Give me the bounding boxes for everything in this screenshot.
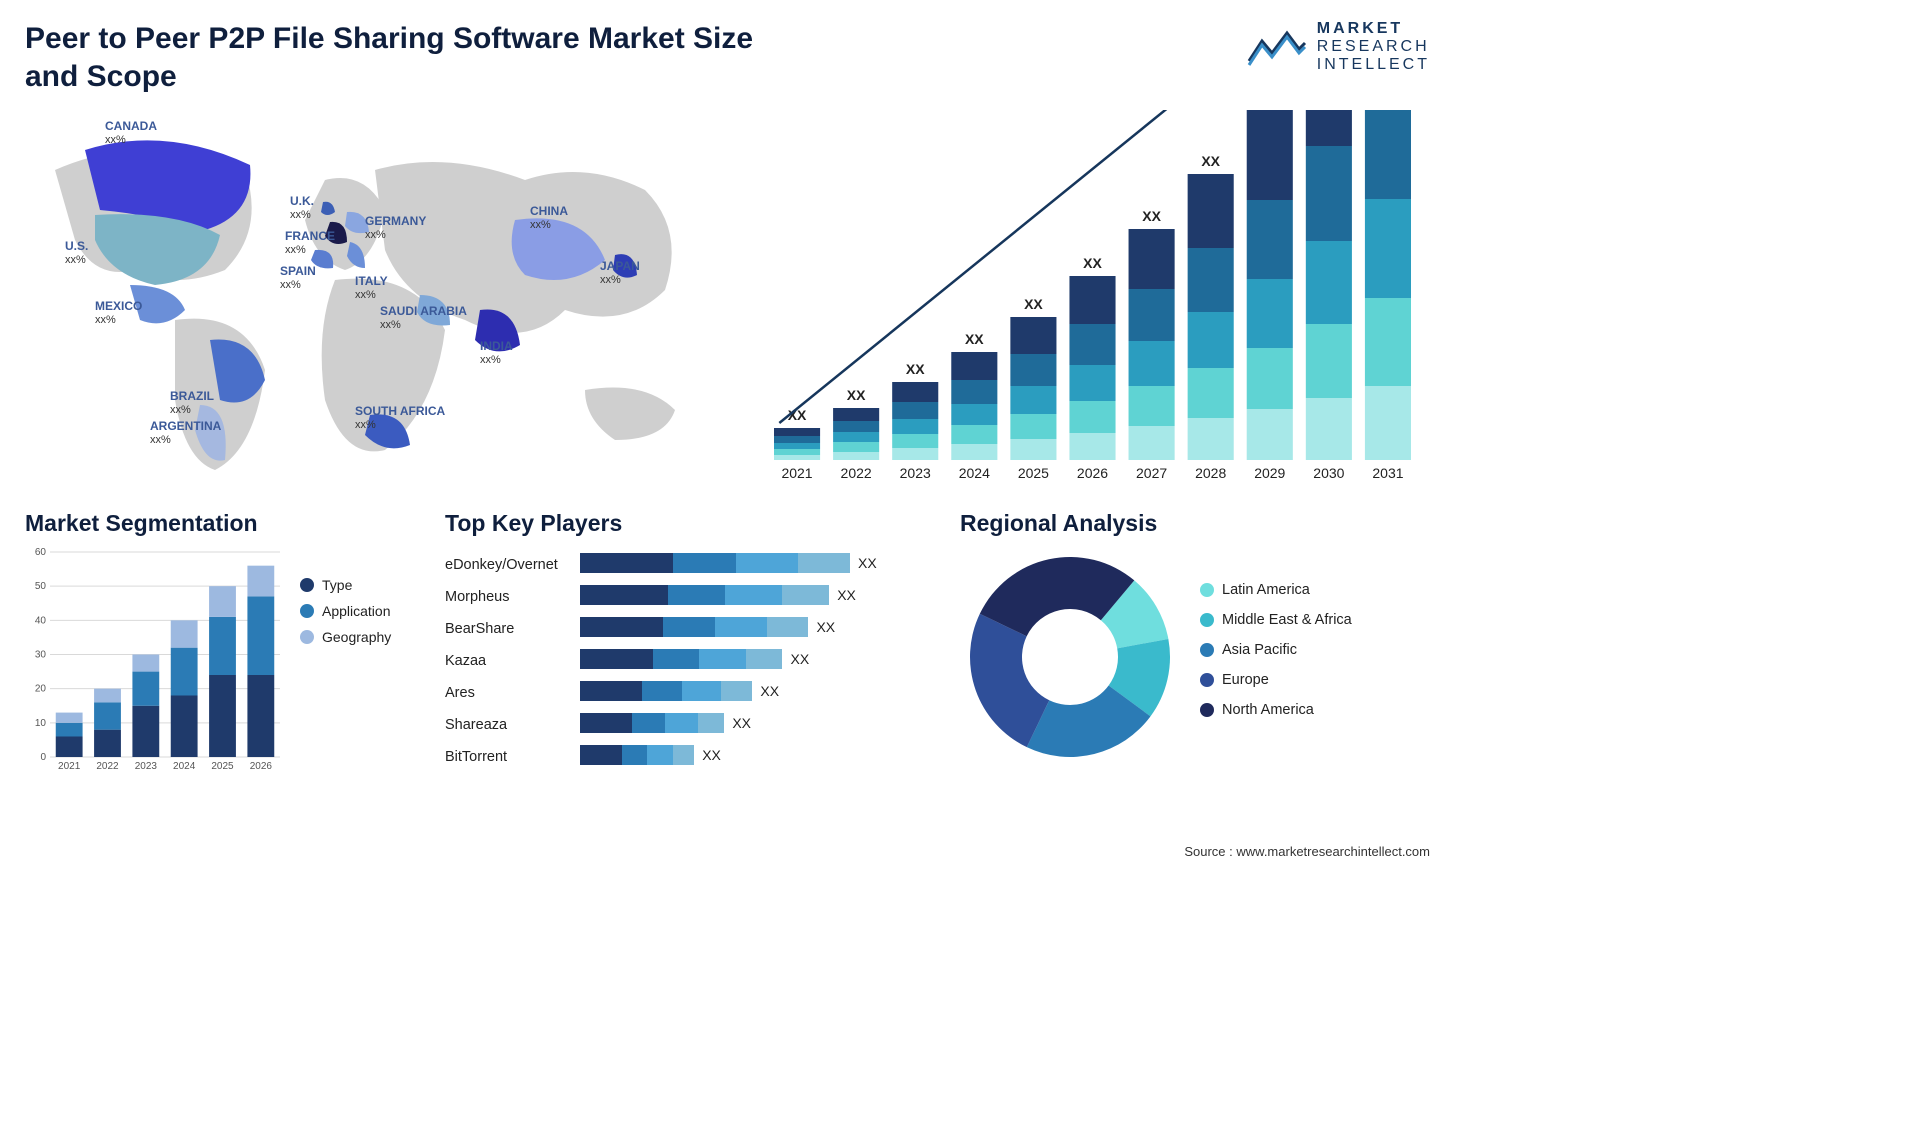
svg-text:20: 20	[35, 684, 47, 695]
logo-icon	[1247, 27, 1307, 67]
svg-text:XX: XX	[1142, 208, 1161, 224]
svg-text:2031: 2031	[1372, 465, 1403, 481]
key-player-name: Kazaa	[445, 645, 575, 677]
forecast-bar-chart: XX 2021 XX 2022 XX 2023 XX 2024 XX 2025 XX 2026 XX 20…	[745, 110, 1430, 490]
segmentation-chart: 0 10 20 30 40 50 60 2021 2022 2023 2024 2025 2026	[25, 547, 285, 777]
country-label-italy: ITALYxx%	[355, 275, 388, 301]
seg-legend-geography: Geography	[300, 629, 391, 645]
logo-line3: INTELLECT	[1317, 56, 1430, 74]
world-map: CANADAxx% U.S.xx% MEXICOxx% BRAZILxx% ARGENT…	[25, 110, 725, 490]
svg-text:2025: 2025	[211, 761, 234, 772]
country-label-france: FRANCExx%	[285, 230, 335, 256]
country-label-spain: SPAINxx%	[280, 265, 316, 291]
svg-text:2024: 2024	[173, 761, 196, 772]
svg-text:2030: 2030	[1313, 465, 1344, 481]
brand-logo: MARKET RESEARCH INTELLECT	[1247, 20, 1430, 74]
svg-text:XX: XX	[906, 361, 925, 377]
country-label-china: CHINAxx%	[530, 205, 568, 231]
seg-legend-type: Type	[300, 577, 391, 593]
region-legend-item: North America	[1200, 702, 1420, 718]
svg-text:50: 50	[35, 581, 47, 592]
svg-text:XX: XX	[1024, 296, 1043, 312]
key-player-bar: XX	[580, 739, 935, 771]
svg-text:XX: XX	[1201, 153, 1220, 169]
seg-legend-application: Application	[300, 603, 391, 619]
svg-text:30: 30	[35, 650, 47, 661]
svg-text:40: 40	[35, 615, 47, 626]
regional-donut	[960, 547, 1180, 767]
page-title: Peer to Peer P2P File Sharing Software M…	[25, 20, 785, 95]
key-player-name: eDonkey/Overnet	[445, 549, 575, 581]
country-label-saudiarabia: SAUDI ARABIAxx%	[380, 305, 467, 331]
svg-text:2024: 2024	[959, 465, 990, 481]
svg-text:2028: 2028	[1195, 465, 1226, 481]
key-player-name: Morpheus	[445, 581, 575, 613]
key-player-bar: XX	[580, 611, 935, 643]
country-label-uk: U.K.xx%	[290, 195, 314, 221]
svg-text:10: 10	[35, 718, 47, 729]
segmentation-legend: Type Application Geography	[300, 577, 391, 777]
key-player-bar: XX	[580, 675, 935, 707]
svg-text:2029: 2029	[1254, 465, 1285, 481]
regional-legend: Latin America Middle East & Africa Asia Pa…	[1200, 582, 1420, 732]
svg-text:2026: 2026	[1077, 465, 1108, 481]
source-footer: Source : www.marketresearchintellect.com	[1184, 844, 1430, 859]
logo-line2: RESEARCH	[1317, 38, 1430, 56]
country-label-southafrica: SOUTH AFRICAxx%	[355, 405, 445, 431]
region-legend-item: Europe	[1200, 672, 1420, 688]
logo-line1: MARKET	[1317, 20, 1430, 38]
key-players-bars: XXXXXXXXXXXXXX	[580, 547, 935, 773]
country-label-mexico: MEXICOxx%	[95, 300, 142, 326]
regional-title: Regional Analysis	[960, 510, 1420, 537]
key-player-bar: XX	[580, 579, 935, 611]
svg-text:2027: 2027	[1136, 465, 1167, 481]
svg-text:2021: 2021	[781, 465, 812, 481]
key-player-bar: XX	[580, 547, 935, 579]
country-label-japan: JAPANxx%	[600, 260, 640, 286]
key-players-names: eDonkey/OvernetMorpheusBearShareKazaaAre…	[445, 547, 575, 773]
region-legend-item: Middle East & Africa	[1200, 612, 1420, 628]
country-label-argentina: ARGENTINAxx%	[150, 420, 221, 446]
svg-text:2022: 2022	[96, 761, 119, 772]
key-player-bar: XX	[580, 643, 935, 675]
svg-text:XX: XX	[965, 331, 984, 347]
region-legend-item: Latin America	[1200, 582, 1420, 598]
svg-text:2023: 2023	[900, 465, 931, 481]
svg-text:XX: XX	[1083, 255, 1102, 271]
key-player-name: Ares	[445, 677, 575, 709]
country-label-canada: CANADAxx%	[105, 120, 157, 146]
svg-text:XX: XX	[847, 387, 866, 403]
region-legend-item: Asia Pacific	[1200, 642, 1420, 658]
svg-text:2021: 2021	[58, 761, 81, 772]
segmentation-title: Market Segmentation	[25, 510, 420, 537]
key-player-name: BearShare	[445, 613, 575, 645]
svg-text:60: 60	[35, 547, 47, 558]
key-player-bar: XX	[580, 707, 935, 739]
svg-text:2022: 2022	[841, 465, 872, 481]
svg-text:2025: 2025	[1018, 465, 1049, 481]
svg-text:2026: 2026	[250, 761, 273, 772]
country-label-germany: GERMANYxx%	[365, 215, 426, 241]
svg-text:0: 0	[40, 752, 46, 763]
country-label-us: U.S.xx%	[65, 240, 88, 266]
key-players-title: Top Key Players	[445, 510, 935, 537]
key-player-name: Shareaza	[445, 709, 575, 741]
key-player-name: BitTorrent	[445, 741, 575, 773]
country-label-india: INDIAxx%	[480, 340, 513, 366]
country-label-brazil: BRAZILxx%	[170, 390, 214, 416]
svg-text:2023: 2023	[135, 761, 158, 772]
